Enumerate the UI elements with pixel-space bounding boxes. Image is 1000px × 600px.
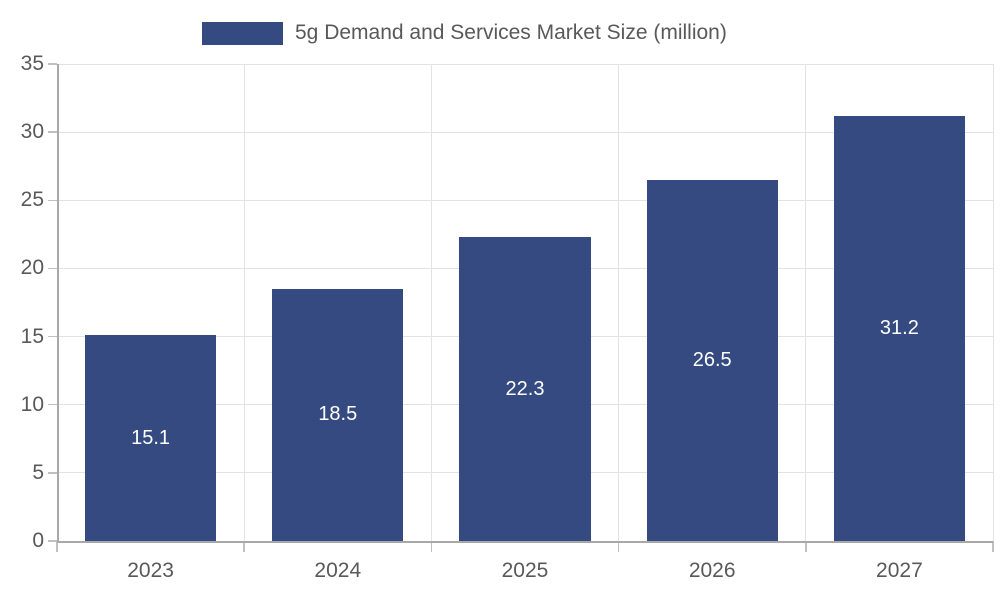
legend-swatch — [202, 21, 283, 45]
x-tick-label: 2026 — [688, 559, 736, 582]
gridline-horizontal — [57, 63, 993, 65]
x-tick-label: 2024 — [314, 559, 362, 582]
gridline-vertical — [618, 64, 620, 541]
bar: 22.3 — [459, 237, 591, 541]
bar: 15.1 — [85, 335, 217, 541]
y-tick-label: 0 — [32, 529, 44, 552]
x-tick-label: 2025 — [501, 559, 549, 582]
x-axis-line — [57, 541, 993, 543]
y-axis-line — [57, 64, 59, 541]
x-axis-tick — [243, 541, 245, 552]
bar-value-label: 31.2 — [879, 316, 919, 339]
y-axis-tick — [48, 267, 57, 270]
x-axis-tick — [617, 541, 620, 552]
gridline-vertical — [430, 64, 432, 541]
y-tick-label: 5 — [32, 460, 44, 484]
gridline-vertical — [243, 64, 245, 541]
gridline-horizontal — [57, 131, 993, 133]
x-tick-label: 2027 — [876, 559, 923, 582]
y-tick-label: 15 — [20, 324, 44, 348]
y-tick-label: 10 — [20, 392, 44, 416]
x-axis-tick — [56, 541, 58, 552]
gridline-horizontal — [57, 199, 993, 201]
y-axis-tick — [48, 472, 57, 474]
y-axis-tick — [48, 335, 57, 338]
y-axis-tick — [48, 403, 57, 406]
bar-value-label: 26.5 — [692, 348, 732, 371]
y-tick-label: 30 — [20, 120, 44, 144]
gridline-vertical — [992, 64, 994, 541]
bar-value-label: 18.5 — [318, 403, 358, 426]
bar: 26.5 — [646, 179, 778, 541]
y-axis-tick — [48, 63, 57, 65]
y-axis-tick — [48, 131, 57, 133]
bar-value-label: 22.3 — [505, 377, 545, 400]
y-tick-label: 25 — [20, 188, 44, 212]
y-axis-tick — [48, 540, 57, 542]
x-tick-label: 2023 — [127, 559, 174, 582]
y-tick-label: 35 — [20, 52, 44, 75]
legend: 5g Demand and Services Market Size (mill… — [202, 21, 727, 45]
x-axis-tick — [805, 541, 807, 552]
gridline-vertical — [805, 64, 807, 541]
bar: 31.2 — [833, 115, 965, 541]
bar: 18.5 — [272, 288, 404, 541]
bar-value-label: 15.1 — [131, 426, 171, 449]
y-tick-label: 20 — [20, 256, 44, 280]
x-axis-tick — [992, 541, 994, 552]
x-axis-tick — [430, 541, 433, 552]
y-axis-tick — [48, 199, 57, 202]
legend-label: 5g Demand and Services Market Size (mill… — [295, 21, 727, 44]
